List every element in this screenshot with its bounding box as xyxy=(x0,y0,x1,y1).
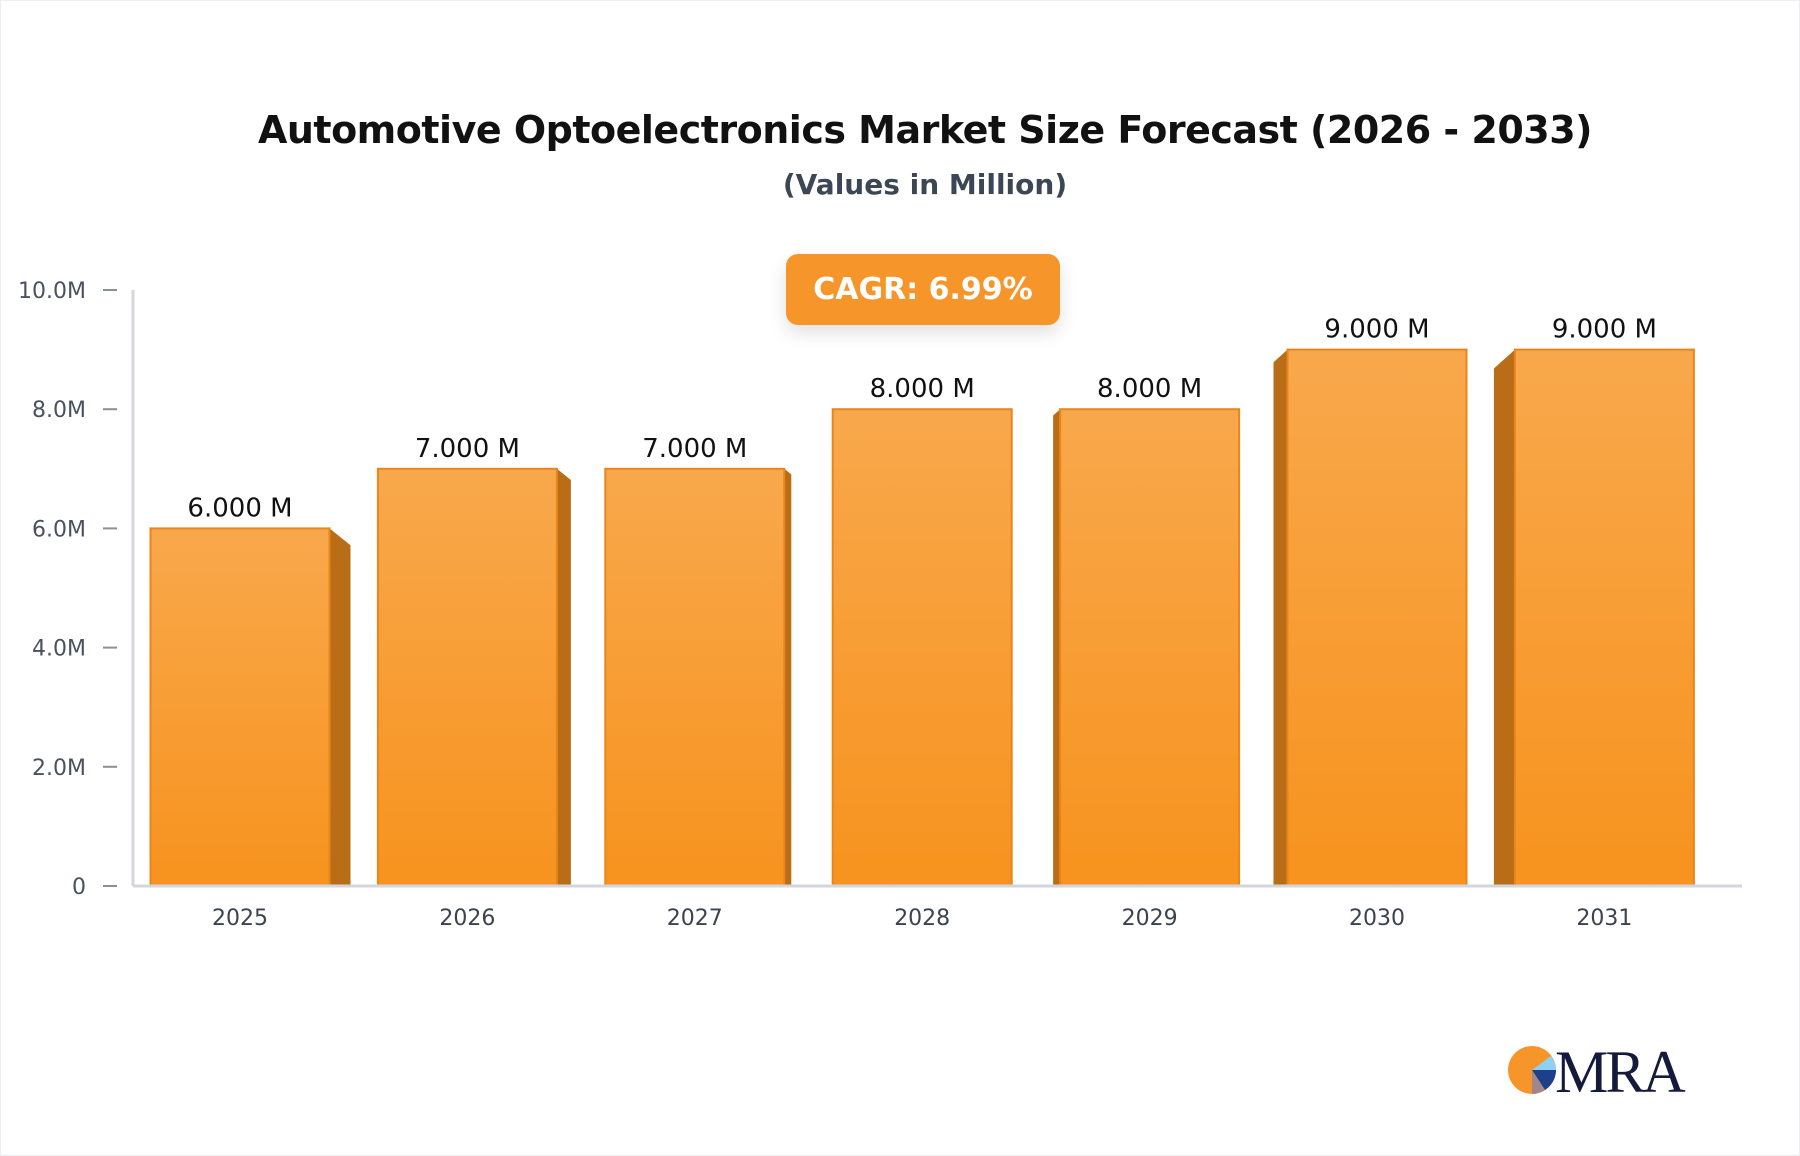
data-label: 7.000 M xyxy=(415,434,520,464)
bar-2025 xyxy=(149,527,331,888)
bar-2030 xyxy=(1286,348,1468,888)
bar-2026 xyxy=(376,467,558,887)
mra-logo: MRA xyxy=(1508,1040,1688,1100)
data-label: 9.000 M xyxy=(1552,315,1657,345)
x-tick-label: 2028 xyxy=(894,906,950,931)
x-tick-label: 2031 xyxy=(1576,906,1632,931)
y-tick-label: 2.0M xyxy=(32,756,86,781)
y-tick-label: 6.0M xyxy=(32,517,86,542)
data-label: 6.000 M xyxy=(187,493,292,523)
bar-2029 xyxy=(1059,408,1241,887)
chart-subtitle: (Values in Million) xyxy=(782,168,1068,201)
x-tick-label: 2030 xyxy=(1349,906,1405,931)
y-tick-label: 8.0M xyxy=(32,398,86,423)
cagr-badge: CAGR: 6.99% xyxy=(786,254,1060,325)
bar-side xyxy=(1273,349,1288,887)
x-tick-label: 2026 xyxy=(439,906,495,931)
chart-title: Automotive Optoelectronics Market Size F… xyxy=(257,108,1593,152)
x-tick-label: 2025 xyxy=(212,906,268,931)
x-tick-label: 2029 xyxy=(1122,906,1178,931)
y-tick-label: 4.0M xyxy=(32,637,86,662)
svg-text:MRA: MRA xyxy=(1555,1040,1685,1100)
data-label: 8.000 M xyxy=(870,374,975,404)
x-tick-label: 2027 xyxy=(667,906,723,931)
bar-side xyxy=(329,528,351,886)
bar-side xyxy=(1053,409,1061,886)
bar-side xyxy=(556,468,571,886)
data-label: 8.000 M xyxy=(1097,374,1202,404)
bar-2028 xyxy=(831,408,1013,887)
y-tick-label: 10.0M xyxy=(18,279,86,304)
y-tick-label: 0 xyxy=(72,875,86,900)
data-label: 9.000 M xyxy=(1324,315,1429,345)
bar-side xyxy=(784,468,792,886)
bar-2031 xyxy=(1513,348,1695,888)
data-label: 7.000 M xyxy=(642,434,747,464)
bar-2027 xyxy=(604,467,786,887)
bar-side xyxy=(1493,349,1515,887)
